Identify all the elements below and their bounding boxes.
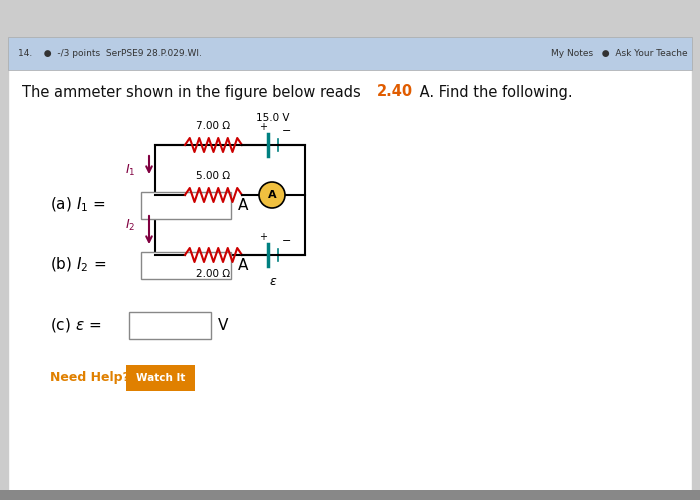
Text: The ammeter shown in the figure below reads: The ammeter shown in the figure below re… [22, 84, 365, 100]
FancyBboxPatch shape [0, 490, 700, 500]
Text: 2.00 Ω: 2.00 Ω [197, 269, 230, 279]
Text: A: A [238, 258, 248, 272]
FancyBboxPatch shape [8, 37, 692, 70]
FancyBboxPatch shape [126, 365, 195, 391]
Text: 5.00 Ω: 5.00 Ω [197, 171, 230, 181]
Text: Watch It: Watch It [136, 373, 186, 383]
Circle shape [259, 182, 285, 208]
Text: $I_1$: $I_1$ [125, 162, 135, 178]
FancyBboxPatch shape [141, 252, 231, 279]
Text: ε: ε [270, 275, 276, 288]
Text: 7.00 Ω: 7.00 Ω [197, 121, 230, 131]
Text: (c) $\varepsilon$ =: (c) $\varepsilon$ = [50, 316, 102, 334]
Text: (b) $I_2$ =: (b) $I_2$ = [50, 256, 106, 274]
FancyBboxPatch shape [8, 37, 692, 492]
Text: A: A [267, 190, 276, 200]
Text: 2.40: 2.40 [377, 84, 413, 100]
Text: Need Help?: Need Help? [50, 372, 130, 384]
Text: V: V [218, 318, 228, 332]
Text: (a) $I_1$ =: (a) $I_1$ = [50, 196, 106, 214]
Text: $I_2$: $I_2$ [125, 218, 135, 232]
Text: −: − [282, 236, 292, 246]
Text: A: A [238, 198, 248, 212]
Text: +: + [259, 232, 267, 242]
FancyBboxPatch shape [129, 312, 211, 339]
Text: +: + [259, 122, 267, 132]
Text: 14.    ●  -/3 points  SerPSE9 28.P.029.WI.: 14. ● -/3 points SerPSE9 28.P.029.WI. [18, 50, 202, 58]
Text: My Notes   ●  Ask Your Teache: My Notes ● Ask Your Teache [552, 50, 688, 58]
FancyBboxPatch shape [141, 192, 231, 219]
Text: −: − [282, 126, 292, 136]
Text: 15.0 V: 15.0 V [256, 113, 290, 123]
Text: A. Find the following.: A. Find the following. [415, 84, 573, 100]
